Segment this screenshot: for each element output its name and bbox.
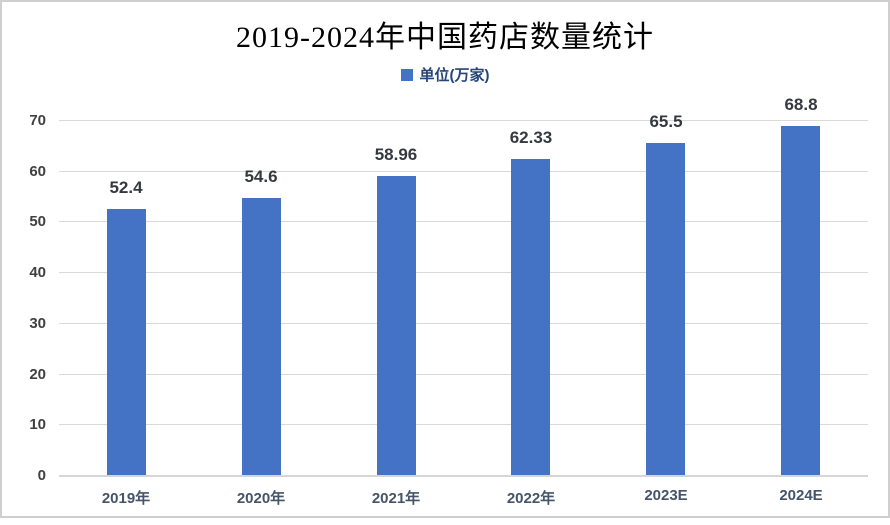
gridline	[59, 272, 868, 273]
y-axis-tick-label: 70	[29, 112, 46, 129]
y-axis-tick-label: 30	[29, 315, 46, 332]
y-axis-tick-label: 50	[29, 213, 46, 230]
gridline	[59, 323, 868, 324]
gridline	[59, 171, 868, 172]
x-axis-category-label: 2022年	[506, 490, 556, 507]
y-axis-tick-label: 40	[29, 264, 46, 281]
bar-2022年	[511, 159, 550, 475]
bar-value-label: 68.8	[784, 95, 818, 114]
gridline	[59, 374, 868, 375]
x-axis-category-label: 2023E	[644, 487, 688, 504]
legend: 单位(万家)	[0, 64, 890, 85]
bar-2023E	[646, 143, 685, 475]
x-axis-line	[59, 475, 868, 477]
x-axis-category-label: 2024E	[779, 487, 823, 504]
y-axis-tick-label: 60	[29, 163, 46, 180]
legend-swatch-icon	[400, 68, 413, 81]
legend-label: 单位(万家)	[419, 67, 490, 84]
bar-value-label: 52.4	[109, 178, 143, 197]
bar-2024E	[781, 126, 820, 475]
x-axis-category-label: 2021年	[371, 490, 421, 507]
gridline	[59, 120, 868, 121]
y-axis-tick-label: 0	[37, 467, 46, 484]
bar-2020年	[242, 198, 281, 475]
bar-2021年	[377, 176, 416, 475]
y-axis-tick-label: 20	[29, 366, 46, 383]
bar-2019年	[107, 209, 146, 475]
gridline	[59, 221, 868, 222]
gridline	[59, 424, 868, 425]
chart-title: 2019-2024年中国药店数量统计	[236, 21, 654, 54]
bar-value-label: 58.96	[374, 145, 418, 164]
bar-value-label: 65.5	[649, 112, 683, 131]
x-axis-category-label: 2019年	[101, 490, 151, 507]
x-axis-category-label: 2020年	[236, 490, 286, 507]
bar-value-label: 54.6	[244, 167, 278, 186]
bar-value-label: 62.33	[509, 128, 553, 147]
y-axis-tick-label: 10	[29, 416, 46, 433]
